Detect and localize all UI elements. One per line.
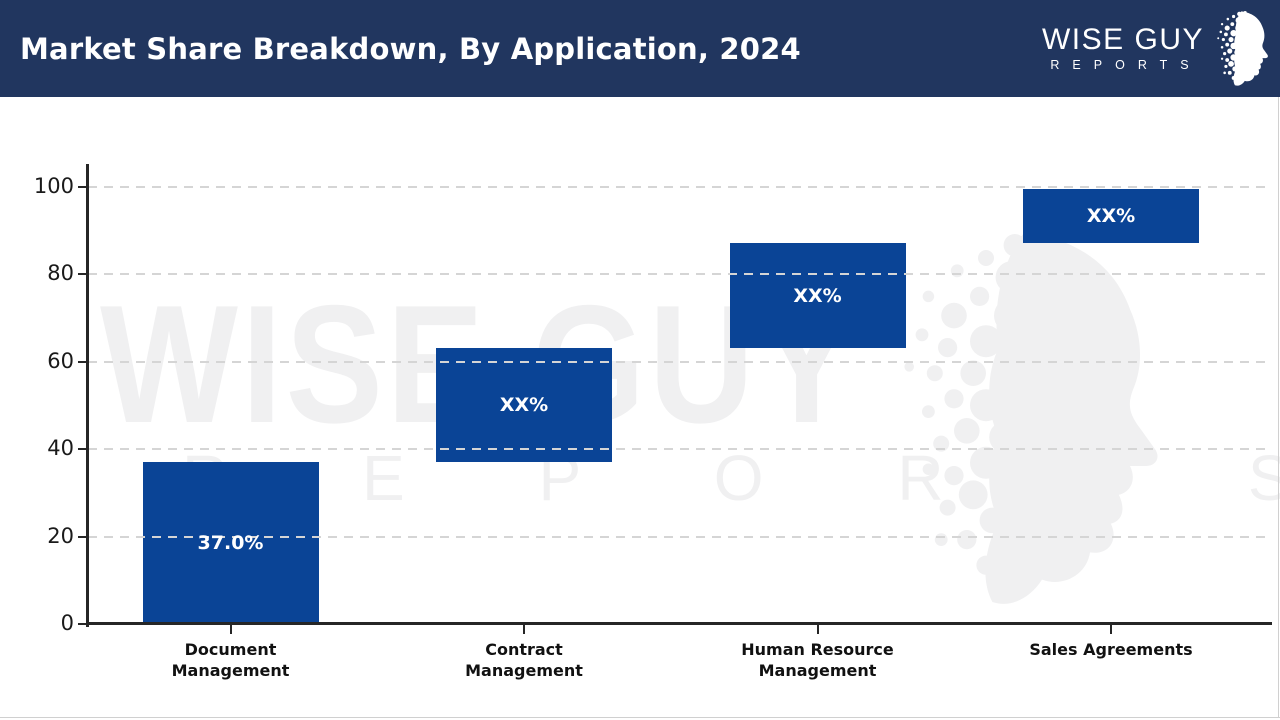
x-axis-label-line: Human Resource — [741, 640, 894, 659]
plot-area: 0 20 40 60 80 100 37.0% Document Management XX% Co… — [0, 97, 1280, 720]
x-axis-label-line: Management — [465, 661, 583, 680]
logo-subtitle: REPORTS — [1050, 58, 1202, 73]
bar-value-label: XX% — [1086, 205, 1136, 228]
gridline — [88, 273, 1272, 276]
wiseguy-logo-text: WISE GUY REPORTS — [1042, 25, 1204, 72]
x-axis-label: Sales Agreements — [964, 639, 1258, 660]
gridline — [88, 185, 1272, 188]
y-tick-label: 0 — [60, 610, 74, 635]
y-tick-label: 20 — [47, 523, 74, 548]
bar-segment — [1023, 188, 1199, 244]
y-tick-mark — [78, 185, 88, 188]
image-border-right — [1278, 97, 1279, 718]
y-tick-label: 100 — [33, 173, 74, 198]
bar-value-label: 37.0% — [197, 532, 264, 555]
gridline — [88, 360, 1272, 363]
x-axis-label-line: Document — [184, 640, 277, 659]
y-tick-mark — [78, 360, 88, 363]
y-tick-label: 80 — [47, 260, 74, 285]
bar-value-label: XX% — [793, 284, 842, 307]
bar-segment — [142, 462, 319, 624]
bar-segment — [729, 243, 906, 349]
page-title: Market Share Breakdown, By Application, … — [20, 31, 801, 66]
y-tick-mark — [78, 623, 88, 625]
x-tick-mark — [229, 625, 232, 634]
gridline — [88, 448, 1272, 451]
gridline — [88, 535, 1272, 538]
header-bar: Market Share Breakdown, By Application, … — [0, 0, 1280, 97]
y-axis-spine — [86, 164, 89, 627]
x-axis-label-line: Management — [171, 661, 290, 680]
x-tick-mark — [816, 625, 819, 634]
wiseguy-head-icon — [1217, 11, 1268, 86]
bar-value-label: XX% — [499, 394, 549, 417]
y-tick-mark — [78, 535, 88, 538]
wiseguy-head-watermark — [904, 230, 1158, 604]
y-tick-mark — [78, 273, 88, 276]
bar-segment — [436, 348, 612, 463]
y-tick-label: 60 — [47, 348, 74, 373]
x-axis-label: Contract Management — [377, 639, 671, 681]
x-axis-spine — [86, 622, 1272, 625]
y-tick-mark — [78, 448, 88, 451]
x-axis-label-line: Contract — [485, 640, 563, 659]
y-tick-label: 40 — [47, 435, 74, 460]
x-tick-mark — [1110, 625, 1112, 634]
x-axis-label: Document Management — [84, 639, 378, 681]
x-axis-label: Human Resource Management — [671, 639, 965, 681]
logo-wordmark: WISE GUY — [1041, 23, 1204, 57]
x-tick-mark — [523, 625, 525, 634]
x-axis-label-line: Sales Agreements — [1029, 640, 1193, 659]
image-border-bottom — [0, 717, 1280, 718]
wiseguy-logo: WISE GUY REPORTS — [1042, 10, 1280, 87]
x-axis-label-line: Management — [758, 661, 877, 680]
